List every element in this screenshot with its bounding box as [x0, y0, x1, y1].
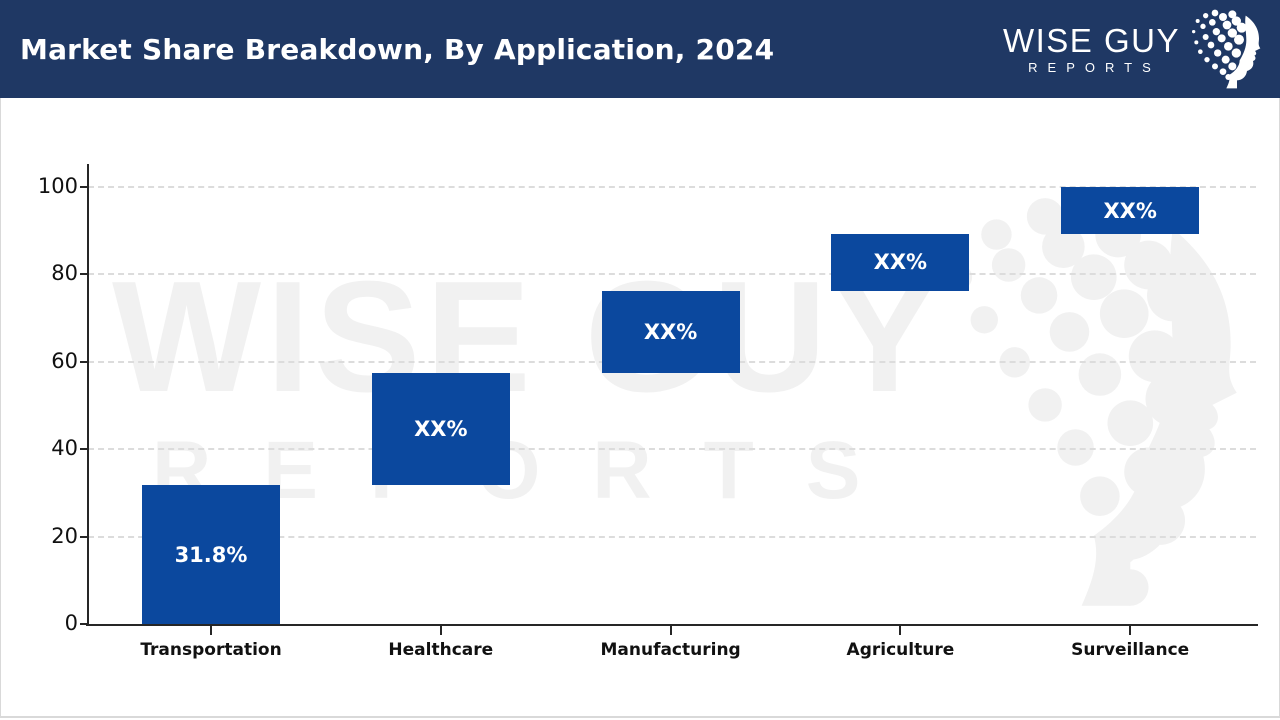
y-tick: [80, 535, 88, 538]
wiseguy-logo-text: WISE GUY REPORTS: [1003, 24, 1180, 75]
bar-value-label: XX%: [873, 250, 928, 275]
report-header: Market Share Breakdown, By Application, …: [0, 0, 1280, 98]
gridline: [88, 535, 1256, 538]
y-tick: [80, 360, 88, 363]
x-tick: [669, 626, 672, 635]
page-title: Market Share Breakdown, By Application, …: [20, 32, 775, 66]
y-tick: [80, 448, 88, 451]
bar-value-label: XX%: [643, 319, 698, 344]
category-label: Transportation: [140, 640, 282, 660]
x-axis-line: [86, 624, 1258, 626]
bar-surveillance: XX%: [1061, 187, 1200, 235]
bar-healthcare: XX%: [371, 372, 510, 486]
x-tick: [1129, 626, 1132, 635]
logo-subtitle: REPORTS: [1028, 59, 1161, 75]
y-tick-label: 60: [51, 348, 78, 373]
category-label: Manufacturing: [600, 640, 741, 660]
category-label: Surveillance: [1071, 640, 1190, 660]
wiseguy-logo: WISE GUY REPORTS: [1003, 9, 1264, 89]
gridline: [88, 186, 1256, 188]
y-tick: [80, 273, 88, 276]
y-tick-label: 80: [51, 261, 78, 286]
x-tick: [210, 626, 212, 635]
bar-value-label: XX%: [414, 416, 468, 441]
category-label: Healthcare: [388, 640, 494, 660]
logo-wordmark: WISE GUY: [1002, 21, 1180, 59]
x-tick: [899, 626, 902, 635]
wiseguy-head-icon: [1192, 9, 1261, 89]
x-tick: [439, 626, 442, 635]
bar-value-label: XX%: [1103, 198, 1157, 223]
y-axis-line: [87, 164, 89, 626]
bar-agriculture: XX%: [831, 234, 970, 291]
bar-manufacturing: XX%: [601, 290, 740, 373]
y-tick-label: 20: [51, 523, 78, 548]
category-label: Agriculture: [846, 640, 955, 660]
y-tick: [80, 186, 88, 188]
bar-value-label: 31.8%: [174, 542, 248, 567]
y-tick-label: 100: [37, 174, 78, 198]
gridline: [88, 448, 1256, 451]
y-tick-label: 0: [64, 611, 78, 635]
y-tick-label: 40: [51, 436, 78, 461]
gridline: [88, 273, 1256, 276]
bar-transportation: 31.8%: [142, 485, 280, 624]
y-tick: [80, 623, 88, 625]
